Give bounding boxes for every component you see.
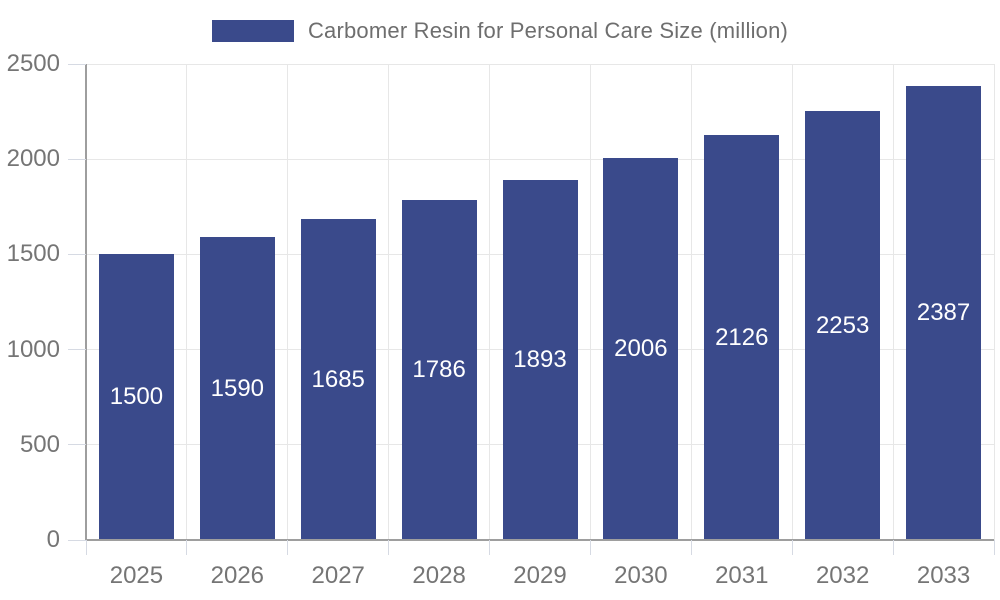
gridline-vertical-6 (690, 64, 692, 540)
y-tick-label-1000: 1000 (6, 335, 60, 363)
legend-label: Carbomer Resin for Personal Care Size (m… (307, 18, 789, 43)
y-tick-label-2500: 2500 (6, 50, 60, 77)
x-axis-tick-0 (85, 540, 87, 555)
y-tick-label-2000: 2000 (6, 145, 60, 173)
x-axis-tick-7 (791, 540, 793, 555)
x-axis-tick-1 (186, 540, 188, 555)
y-axis-tick-0 (68, 539, 86, 541)
x-tick-label-2032: 2032 (815, 562, 870, 589)
gridline-vertical-1 (186, 64, 188, 540)
bar-2027[interactable]: 1685 (300, 219, 376, 540)
gridline-vertical-5 (589, 64, 591, 540)
x-tick-label-2030: 2030 (614, 562, 668, 589)
y-tick-label-500: 500 (19, 430, 60, 458)
bar-value-label-2033: 2387 (916, 298, 971, 326)
y-tick-label-1500: 1500 (6, 240, 60, 268)
bar-value-label-2030: 2006 (614, 335, 668, 363)
y-tick-label-0: 0 (46, 526, 60, 553)
x-axis-tick-4 (489, 540, 491, 555)
gridline-vertical-3 (388, 64, 390, 540)
gridline-vertical-9 (993, 64, 995, 540)
legend-item[interactable]: Carbomer Resin for Personal Care Size (m… (0, 18, 1000, 44)
bar-2030[interactable]: 2006 (603, 158, 679, 540)
x-axis-tick-3 (388, 540, 390, 555)
gridline-horizontal-2000 (86, 158, 994, 160)
bar-2028[interactable]: 1786 (401, 199, 477, 540)
x-tick-label-2033: 2033 (916, 562, 971, 589)
gridline-vertical-8 (892, 64, 894, 540)
x-axis-tick-9 (993, 540, 995, 555)
x-tick-label-2028: 2028 (412, 562, 466, 589)
bar-value-label-2025: 1500 (109, 383, 164, 411)
x-axis-tick-2 (287, 540, 289, 555)
x-axis-line (86, 539, 994, 541)
y-axis-tick-1000 (68, 349, 86, 351)
x-tick-label-2025: 2025 (109, 562, 164, 589)
bar-value-label-2029: 1893 (513, 345, 567, 373)
x-tick-label-2029: 2029 (513, 562, 567, 589)
bar-value-label-2032: 2253 (815, 311, 870, 339)
x-axis-tick-6 (690, 540, 692, 555)
x-tick-label-2027: 2027 (311, 562, 365, 589)
gridline-vertical-7 (791, 64, 793, 540)
y-axis-tick-2500 (68, 63, 86, 65)
x-tick-label-2026: 2026 (210, 562, 265, 589)
x-axis-tick-5 (589, 540, 591, 555)
gridline-vertical-4 (489, 64, 491, 540)
x-tick-label-2031: 2031 (715, 562, 769, 589)
legend-swatch (211, 20, 294, 42)
bar-value-label-2031: 2126 (715, 323, 769, 351)
bar-2029[interactable]: 1893 (502, 179, 578, 540)
x-axis-tick-8 (892, 540, 894, 555)
bar-2026[interactable]: 1590 (199, 237, 275, 540)
bar-2033[interactable]: 2387 (906, 85, 982, 540)
bar-value-label-2026: 1590 (210, 374, 265, 402)
gridline-horizontal-2500 (86, 63, 994, 65)
y-axis-tick-500 (68, 444, 86, 446)
bar-2031[interactable]: 2126 (704, 135, 780, 540)
bar-value-label-2027: 1685 (311, 365, 365, 393)
y-axis-line (85, 64, 87, 540)
bar-2032[interactable]: 2253 (805, 111, 881, 540)
y-axis-tick-2000 (68, 158, 86, 160)
y-axis-tick-1500 (68, 253, 86, 255)
bar-2025[interactable]: 1500 (98, 254, 174, 540)
gridline-vertical-2 (287, 64, 289, 540)
bar-value-label-2028: 1786 (412, 355, 466, 383)
